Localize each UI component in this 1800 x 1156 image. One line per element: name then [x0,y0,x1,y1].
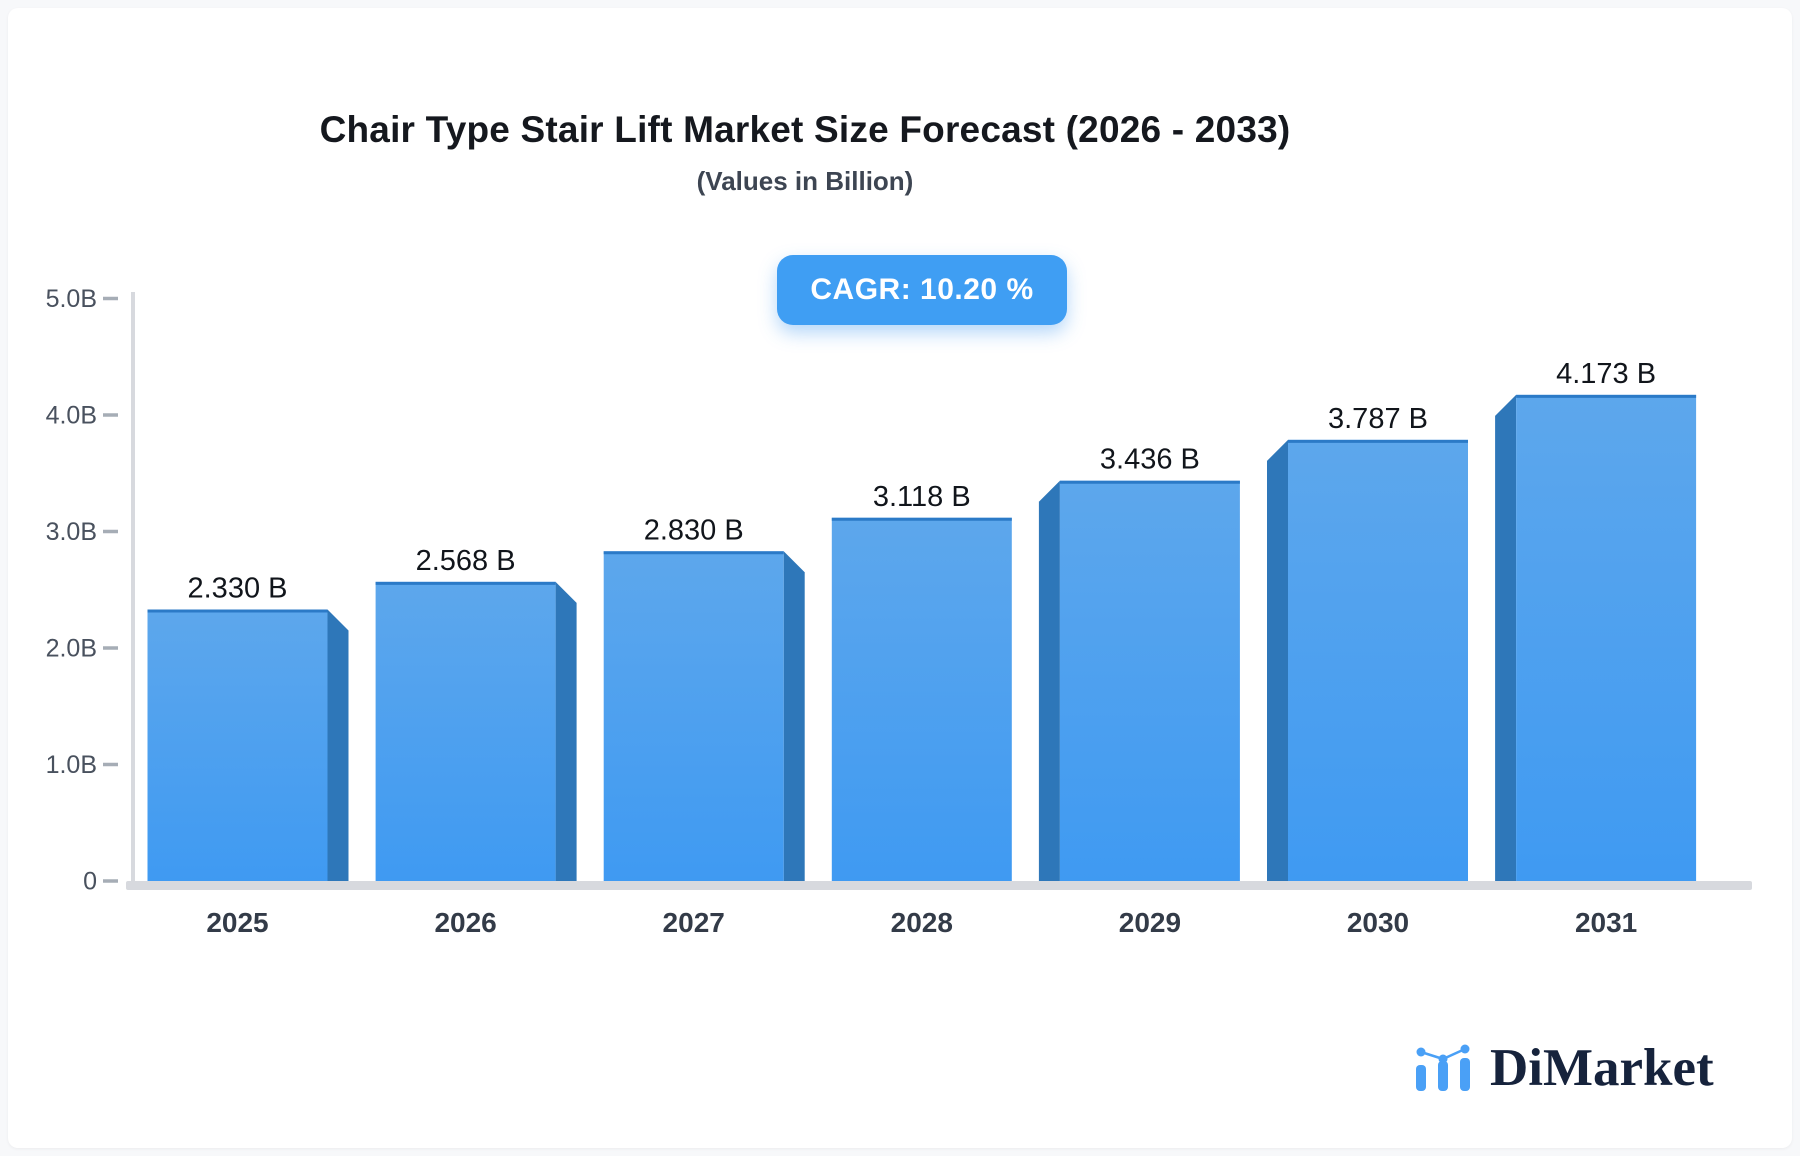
y-axis: 5.0B 4.0B 3.0B 2.0B 1.0B 0 [46,285,1752,896]
bar-value-label: 3.436 B [1100,444,1200,476]
bar-face [831,517,1012,881]
bar-side-face [1267,439,1288,881]
cagr-badge: CAGR: 10.20 % [777,255,1067,325]
brand-logo: DiMarket [1414,1042,1714,1095]
bar-face [1288,439,1468,881]
bar-group-2031: 4.173 B 2031 [1495,358,1697,938]
bar-value-label: 3.118 B [873,481,971,513]
bar-face [1059,480,1240,881]
brand-logo-text: DiMarket [1490,1039,1714,1097]
y-tick-label: 0 [83,868,97,896]
bar-face [1516,394,1697,881]
y-tick-label: 4.0B [46,402,97,430]
bar-side-face [555,581,577,881]
bar-value-label: 2.568 B [416,545,516,577]
bar-chart-logo-icon [1416,1044,1470,1091]
bar-value-label: 2.330 B [188,573,288,605]
y-tick-label: 5.0B [46,285,97,313]
bar-group-2028: 3.118 B 2028 [831,481,1012,938]
x-tick-label: 2030 [1347,907,1409,938]
y-axis-line [131,292,135,890]
x-tick-label: 2025 [206,907,268,938]
x-tick-label: 2029 [1119,907,1181,938]
bar-side-face [783,551,805,881]
cagr-badge-label: CAGR: 10.20 % [810,273,1034,306]
x-tick-label: 2026 [434,907,496,938]
x-tick-label: 2027 [663,907,725,938]
y-tick-label: 2.0B [46,635,97,663]
y-tick-label: 1.0B [46,751,97,779]
x-tick-label: 2028 [891,907,953,938]
x-tick-label: 2031 [1575,907,1637,938]
bar-value-label: 2.830 B [644,514,744,546]
x-axis-baseline [126,881,1752,890]
bar-group-2029: 3.436 B 2029 [1038,444,1240,938]
bar-face [603,551,784,881]
bar-group-2025: 2.330 B 2025 [147,573,349,938]
bar-side-face [327,609,349,881]
bar-value-label: 4.173 B [1556,358,1656,390]
bar-value-label: 3.787 B [1328,403,1428,435]
bar-side-face [1495,394,1517,881]
bar-group-2026: 2.568 B 2026 [375,545,577,938]
bar-face [147,609,328,881]
bar-group-2030: 3.787 B 2030 [1267,403,1468,938]
bar-side-face [1038,480,1060,881]
chart-subtitle: (Values in Billion) [696,166,914,196]
bar-group-2027: 2.830 B 2027 [603,514,805,938]
chart-title: Chair Type Stair Lift Market Size Foreca… [319,109,1291,150]
bar-face [375,581,556,881]
y-tick-label: 3.0B [46,518,97,546]
